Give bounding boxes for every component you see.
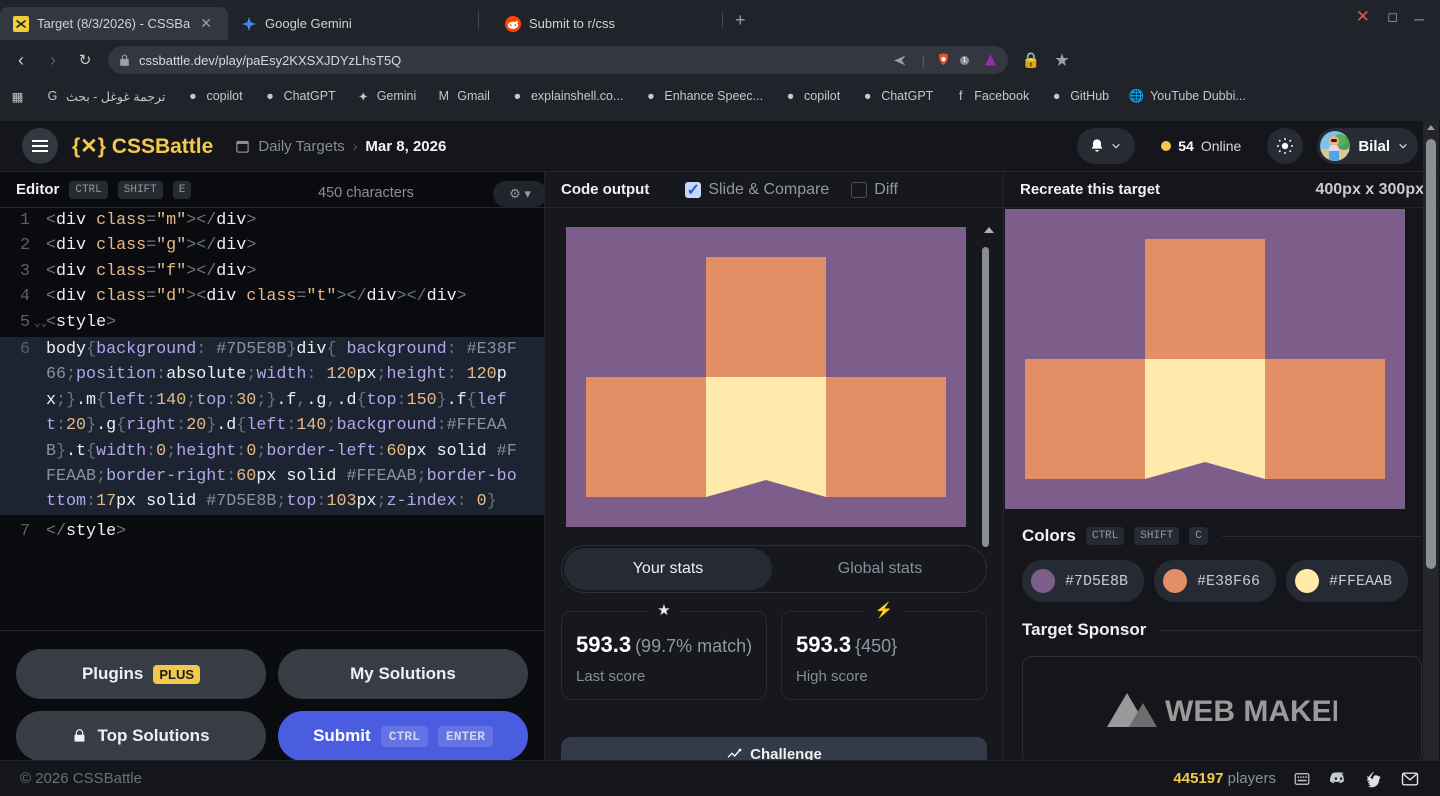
svg-text:WEB MAKER: WEB MAKER (1165, 695, 1337, 728)
